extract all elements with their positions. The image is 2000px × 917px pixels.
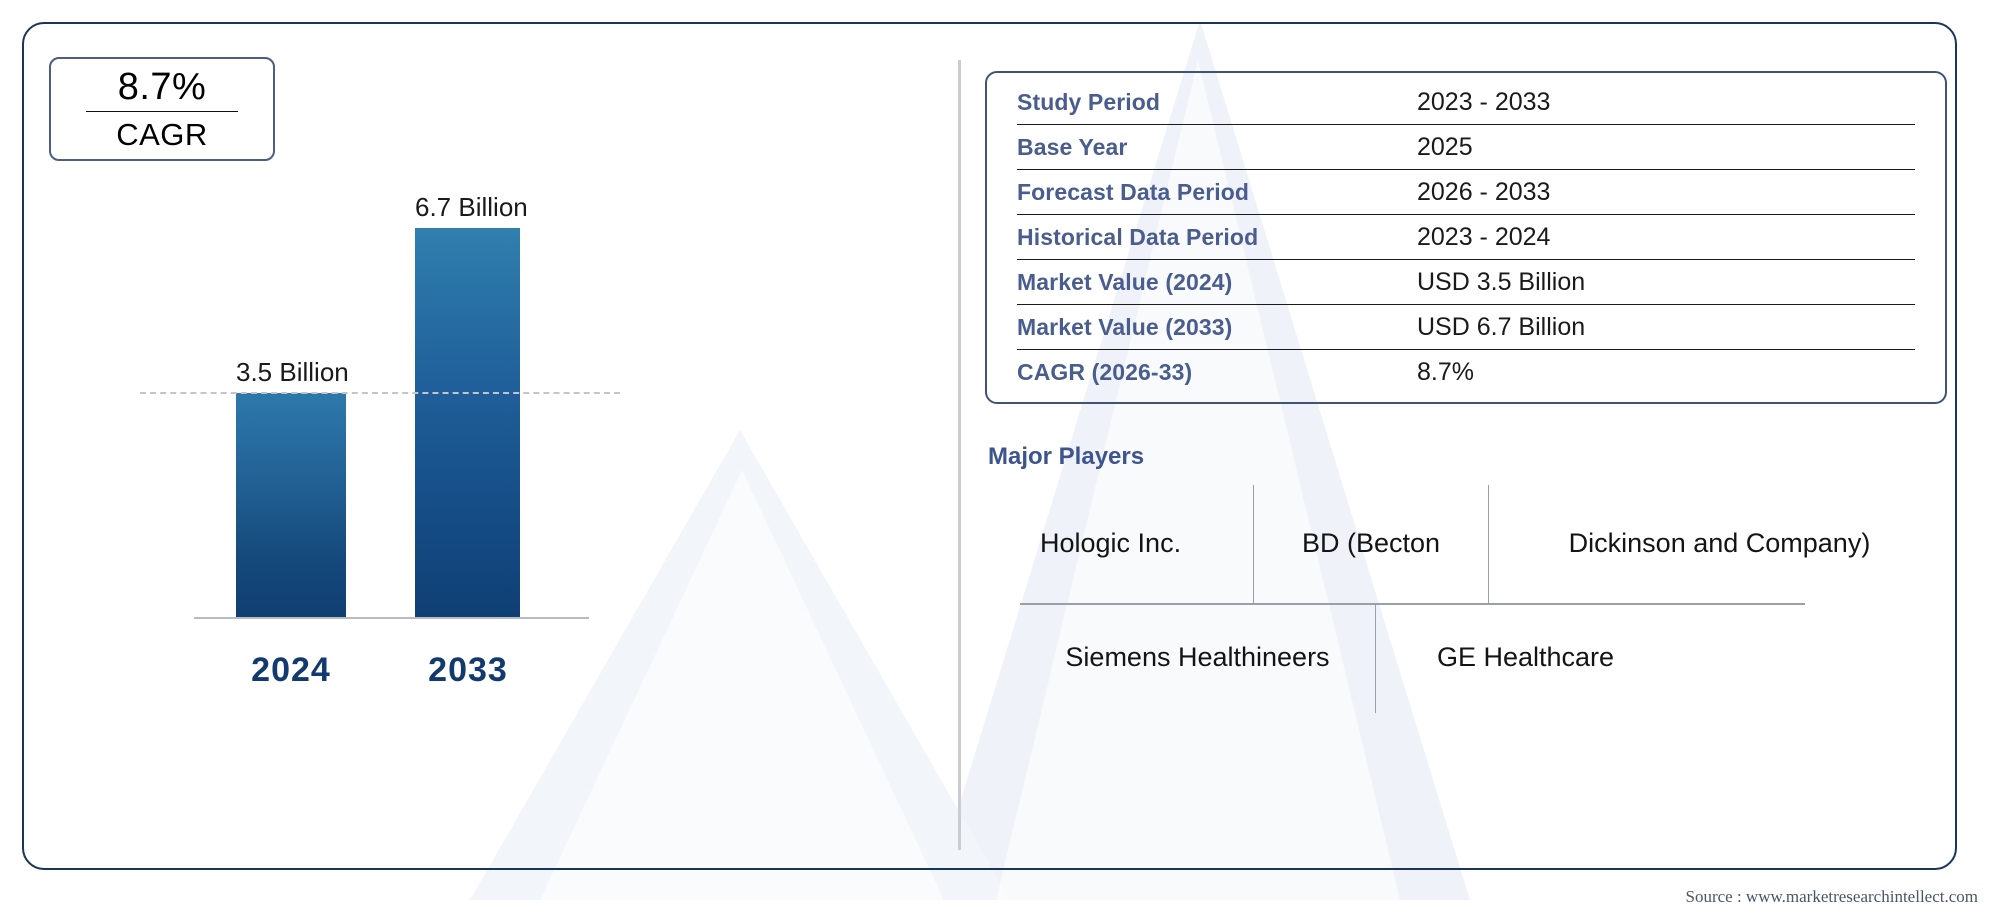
row-value: 8.7% — [1417, 358, 1474, 386]
cagr-badge-label: CAGR — [116, 117, 208, 153]
right-panel: Study Period 2023 - 2033 Base Year 2025 … — [985, 45, 1950, 875]
cagr-badge-value: 8.7% — [117, 65, 207, 108]
row-value: 2026 - 2033 — [1417, 177, 1551, 206]
row-value: 2025 — [1417, 132, 1473, 161]
table-row: CAGR (2026-33) 8.7% — [1017, 350, 1915, 395]
table-row: Study Period 2023 - 2033 — [1017, 80, 1915, 125]
left-panel: 8.7% CAGR 3.5 Billion 6.7 Billion 2024 2… — [24, 24, 954, 868]
row-value: 2023 - 2033 — [1417, 87, 1551, 116]
table-row: Forecast Data Period 2026 - 2033 — [1017, 170, 1915, 215]
cagr-badge: 8.7% CAGR — [49, 57, 275, 161]
players-row: Siemens Healthineers GE Healthcare — [1020, 603, 1950, 713]
major-players-grid: Hologic Inc. BD (Becton Dickinson and Co… — [1020, 485, 1950, 715]
table-row: Market Value (2033) USD 6.7 Billion — [1017, 305, 1915, 350]
x-axis-line — [194, 617, 589, 619]
table-row: Historical Data Period 2023 - 2024 — [1017, 215, 1915, 260]
row-value: USD 6.7 Billion — [1417, 312, 1586, 341]
bar-chart: 3.5 Billion 6.7 Billion 2024 2033 — [24, 24, 954, 868]
bar-2024 — [236, 393, 346, 618]
player-cell: Dickinson and Company) — [1488, 485, 1950, 603]
players-row-divider — [1020, 603, 1805, 605]
market-info-table: Study Period 2023 - 2033 Base Year 2025 … — [985, 71, 1947, 404]
row-label: Forecast Data Period — [1017, 178, 1250, 205]
row-label: Market Value (2024) — [1017, 268, 1233, 295]
row-label: Historical Data Period — [1017, 223, 1259, 250]
table-row: Base Year 2025 — [1017, 125, 1915, 170]
row-label: Market Value (2033) — [1017, 313, 1233, 340]
players-row: Hologic Inc. BD (Becton Dickinson and Co… — [1020, 485, 1950, 603]
bar-2033 — [415, 228, 520, 618]
row-label: CAGR (2026-33) — [1017, 359, 1193, 385]
row-value: 2023 - 2024 — [1417, 222, 1551, 251]
major-players-heading: Major Players — [988, 443, 1145, 470]
bar-value-label-2033: 6.7 Billion — [415, 192, 528, 222]
row-value: USD 3.5 Billion — [1417, 267, 1586, 296]
row-label: Study Period — [1017, 88, 1161, 115]
table-row: Market Value (2024) USD 3.5 Billion — [1017, 260, 1915, 305]
panel-divider — [958, 60, 961, 850]
player-cell: GE Healthcare — [1375, 603, 1675, 713]
player-cell: Hologic Inc. — [1040, 528, 1182, 559]
bar-value-label-2024: 3.5 Billion — [236, 357, 349, 387]
reference-dashed-line — [140, 392, 620, 394]
cagr-badge-divider — [86, 110, 238, 113]
x-tick-2033: 2033 — [428, 651, 508, 689]
x-tick-2024: 2024 — [251, 651, 331, 689]
player-cell: BD (Becton — [1253, 485, 1488, 603]
player-cell: Siemens Healthineers — [1065, 642, 1330, 673]
row-label: Base Year — [1017, 133, 1128, 160]
source-attribution: Source : www.marketresearchintellect.com — [1685, 887, 1979, 906]
